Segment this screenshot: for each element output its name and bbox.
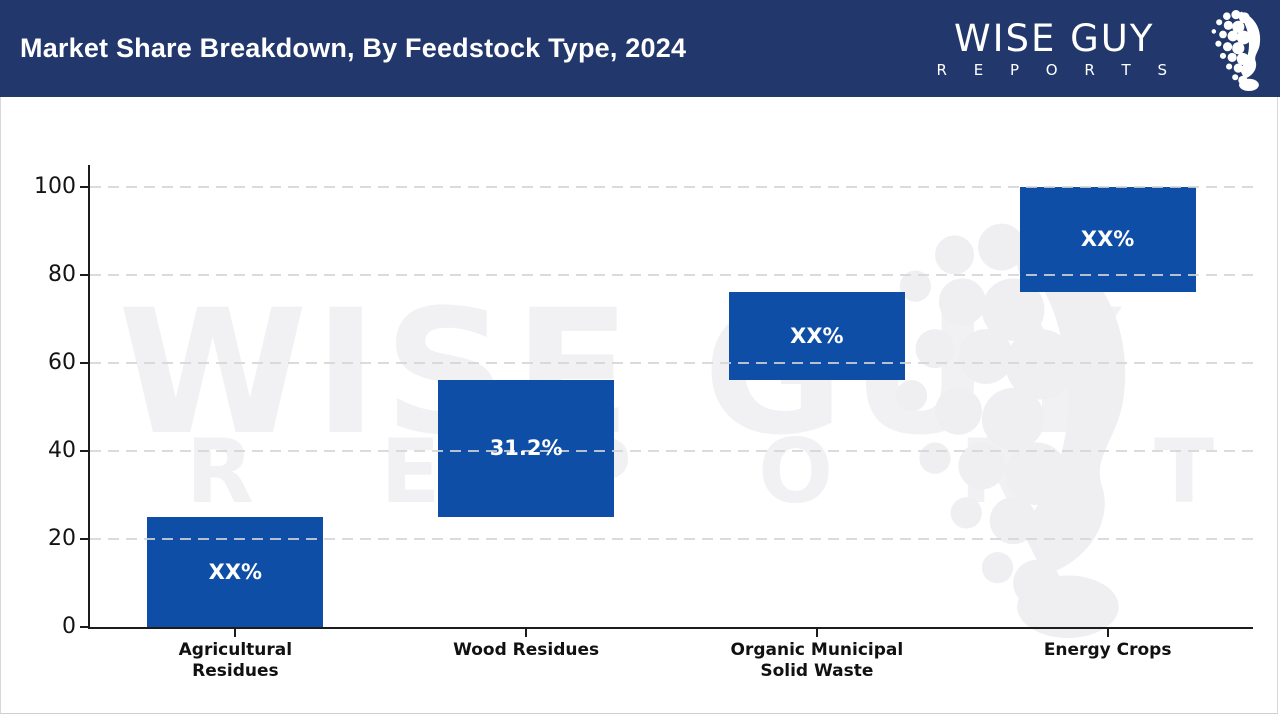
x-axis-spine [88, 627, 1253, 629]
bar-value-label: XX% [790, 323, 844, 348]
gridline [90, 362, 1253, 364]
y-axis-spine [88, 165, 90, 629]
y-axis-tick-label: 100 [34, 174, 76, 199]
y-axis-tick-label: 40 [48, 438, 76, 463]
y-axis-tick-label: 80 [48, 262, 76, 287]
x-axis-tick-mark [234, 629, 237, 637]
gridline [90, 538, 1253, 540]
y-axis-tick-label: 0 [62, 614, 76, 639]
x-category-label: Agricultural Residues [178, 640, 293, 681]
x-category-label: Organic Municipal Solid Waste [730, 640, 904, 681]
bar-value-label: XX% [1080, 227, 1135, 252]
header-bar: Market Share Breakdown, By Feedstock Typ… [0, 0, 1280, 97]
x-axis-tick-mark [1106, 629, 1109, 637]
figure-border [0, 97, 1278, 714]
y-axis-tick-mark [80, 450, 89, 452]
gridline [90, 274, 1253, 276]
x-category-label: Wood Residues [453, 640, 600, 660]
brand-subname: R E P O R T S [936, 60, 1178, 79]
bar-value-label: 31.2% [489, 436, 563, 461]
bar-segment [728, 291, 905, 380]
x-axis-tick-mark [815, 629, 818, 637]
y-axis-tick-mark [80, 274, 89, 276]
bar-value-label: XX% [208, 560, 263, 584]
y-axis-tick-label: 20 [48, 526, 76, 551]
y-axis-tick-label: 60 [48, 350, 76, 375]
bar-segment [438, 379, 615, 517]
bar-segment [147, 517, 324, 627]
y-axis-tick-mark [80, 626, 89, 628]
x-axis-tick-mark [525, 629, 528, 637]
brand-logo-text: WISE GUY R E P O R T S [931, 20, 1178, 78]
brand-face-icon [1211, 9, 1261, 91]
chart-title: Market Share Breakdown, By Feedstock Typ… [20, 33, 687, 63]
y-axis-tick-mark [80, 538, 89, 540]
y-axis-tick-mark [80, 362, 89, 364]
brand-logo: WISE GUY R E P O R T S [931, 7, 1266, 91]
brand-name: WISE GUY [954, 16, 1155, 60]
y-axis-tick-mark [80, 186, 89, 188]
x-category-label: Energy Crops [1043, 640, 1172, 660]
gridline [90, 186, 1253, 188]
gridline [90, 450, 1253, 452]
